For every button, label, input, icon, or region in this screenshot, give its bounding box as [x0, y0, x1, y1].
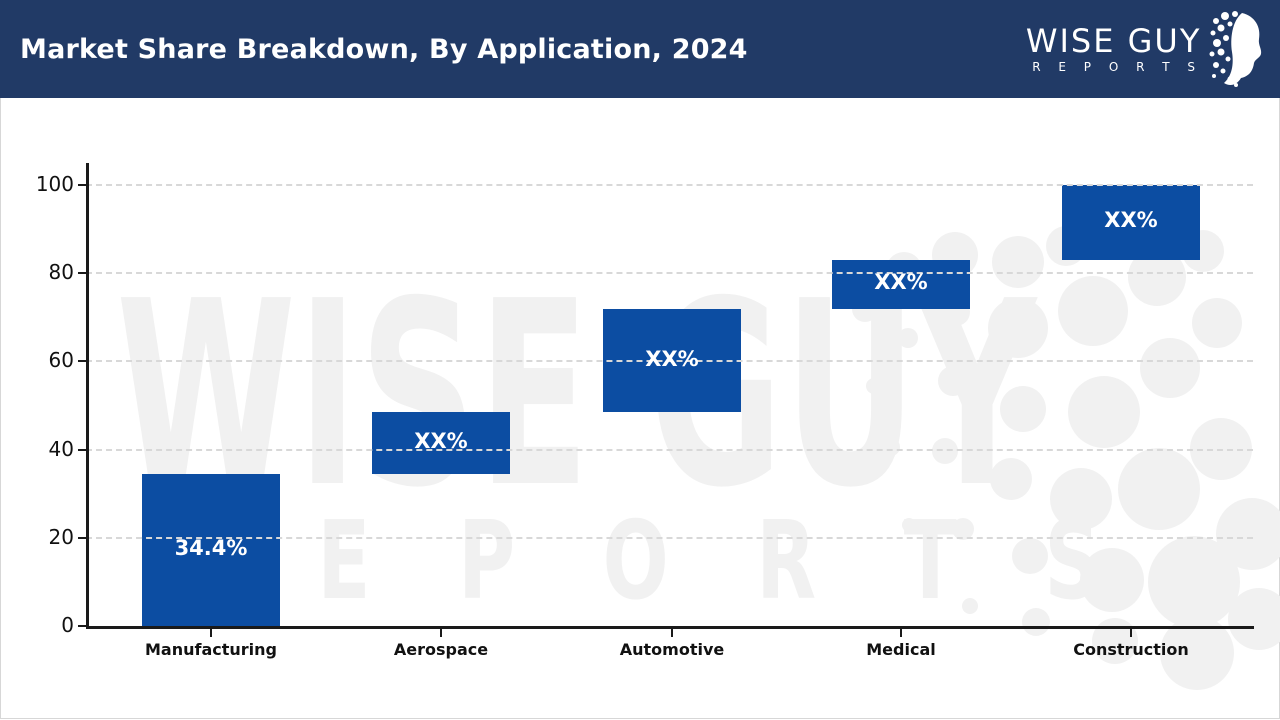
x-category-label: Automotive [619, 640, 725, 659]
logo-face-icon [1209, 11, 1262, 87]
watermark-dot [1000, 386, 1046, 432]
x-category-label: Construction [1073, 640, 1189, 659]
watermark-dot [962, 598, 978, 614]
logo-brand-name: WISE GUY [1025, 22, 1202, 60]
bar-medical [832, 259, 970, 310]
y-axis-tick [78, 536, 86, 539]
bar-value-label: XX% [414, 429, 468, 454]
bar-value-label: XX% [645, 346, 699, 371]
x-axis [86, 626, 1254, 629]
watermark-line2: R E P O R T S [170, 499, 1131, 624]
gridline-y80 [86, 272, 1253, 275]
gridline-y20 [86, 536, 1253, 539]
watermark-dot [988, 298, 1048, 358]
watermark-dot [992, 236, 1044, 288]
bar-aerospace [372, 412, 510, 475]
y-axis-tick [78, 360, 86, 363]
bar-construction [1062, 185, 1200, 260]
watermark-dot [932, 438, 958, 464]
y-tick-label: 80 [48, 260, 74, 285]
y-axis-tick [78, 272, 86, 275]
watermark-dot [866, 378, 882, 394]
x-category-label: Aerospace [393, 640, 489, 659]
header: Market Share Breakdown, By Application, … [0, 0, 1280, 98]
watermark-dot [1216, 498, 1280, 570]
x-category-label: Manufacturing [145, 640, 277, 659]
gridline-y60 [86, 360, 1253, 363]
watermark-dot [1058, 276, 1128, 346]
bar-value-label: 34.4% [174, 536, 248, 561]
logo-brand-sub: R E P O R T S [1032, 60, 1202, 74]
watermark-dot [1022, 608, 1050, 636]
y-axis-tick [78, 625, 86, 627]
bar-manufacturing [142, 474, 280, 626]
watermark-dot [1080, 548, 1144, 612]
gridline-y100 [86, 184, 1253, 186]
watermark-dot [1012, 538, 1048, 574]
watermark-dot [1068, 376, 1140, 448]
x-axis-tick [210, 629, 212, 637]
x-axis-tick [440, 629, 442, 637]
y-axis [86, 163, 89, 629]
watermark-dot [1118, 448, 1200, 530]
watermark-dot [1228, 588, 1280, 650]
watermark-dot [938, 366, 968, 396]
y-axis-tick [78, 448, 86, 451]
x-axis-tick [900, 629, 902, 637]
bar-value-label: XX% [874, 270, 928, 295]
watermark-dot [902, 518, 916, 532]
watermark-dot [1140, 338, 1200, 398]
watermark-dot [1050, 468, 1112, 530]
logo-text: WISE GUY R E P O R T S [1025, 25, 1202, 73]
x-axis-tick [671, 629, 673, 637]
watermark-dot [882, 438, 900, 456]
x-category-label: Medical [866, 640, 936, 659]
y-tick-label: 40 [48, 436, 74, 461]
y-tick-label: 100 [35, 172, 74, 196]
wise-guy-logo: WISE GUY R E P O R T S [1025, 6, 1264, 92]
watermark-dot [952, 518, 974, 540]
y-tick-label: 0 [61, 613, 74, 637]
watermark-dot [898, 328, 918, 348]
y-axis-tick [78, 184, 86, 186]
watermark-dot [1092, 618, 1138, 664]
bar-value-label: XX% [1104, 208, 1158, 233]
y-tick-label: 20 [48, 524, 74, 549]
gridline-y40 [86, 448, 1253, 451]
page-title: Market Share Breakdown, By Application, … [20, 33, 748, 65]
watermark-dot [990, 458, 1032, 500]
y-tick-label: 60 [48, 348, 74, 373]
watermark-dot [1192, 298, 1242, 348]
x-axis-tick [1130, 629, 1132, 637]
